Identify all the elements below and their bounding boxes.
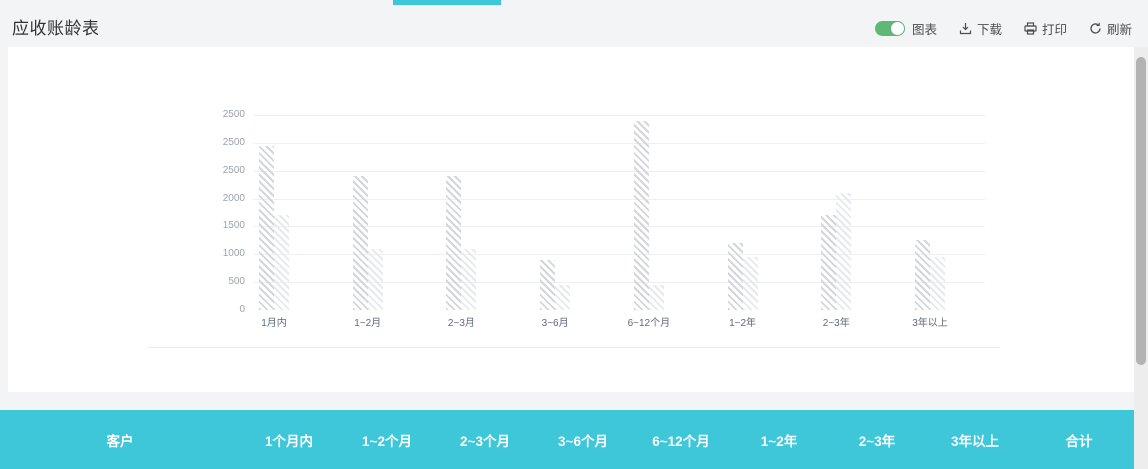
table-top-divider: [148, 347, 1000, 348]
bar-series-1-1~2年: [727, 243, 743, 310]
x-axis-category-label: 1~2月: [354, 318, 382, 329]
refresh-button[interactable]: 刷新: [1089, 19, 1132, 38]
x-axis-category-label: 2~3月: [447, 318, 475, 329]
bar-series-1-3年以上: [914, 240, 930, 310]
bar-series-2-3~6月: [555, 284, 571, 310]
bar-series-1-3~6月: [540, 259, 556, 310]
y-axis-tick-label: 2500: [222, 136, 245, 148]
vertical-scrollbar-thumb[interactable]: [1136, 57, 1146, 365]
column-header-3: 2~3个月: [460, 433, 510, 449]
grid-line: [253, 198, 985, 200]
x-axis-category-label: 1月内: [261, 318, 287, 329]
bar-series-1-2~3月: [446, 176, 462, 310]
toggle-label: 图表: [911, 23, 937, 37]
x-axis-category-label: 3年以上: [912, 318, 948, 329]
grid-line: [253, 142, 985, 144]
top-header-bar: 应收账龄表 图表 下载: [0, 0, 1148, 47]
x-axis-category-label: 6~12个月: [627, 318, 671, 329]
y-axis-tick-label: 2500: [222, 109, 245, 120]
vertical-scrollbar-track[interactable]: [1134, 47, 1148, 469]
bar-series-1-1月内: [259, 145, 274, 310]
column-header-1: 1个月内: [264, 433, 313, 449]
y-axis-tick-label: 2000: [222, 192, 245, 204]
x-axis-category-label: 2~3年: [822, 318, 850, 329]
chart-card: 2500 2500 2500 2000 1500 1000 500 0 1月内 1~2月 2~3月 3…: [8, 47, 1134, 392]
chart-plot: 2500 2500 2500 2000 1500 1000 500 0 1月内 1~2月 2~3月 3…: [223, 110, 985, 329]
refresh-icon: [1089, 22, 1102, 35]
column-header-4: 3~6个月: [558, 433, 608, 449]
y-axis-tick-label: 1500: [222, 220, 245, 232]
download-icon: [959, 22, 972, 35]
print-icon: [1024, 22, 1037, 35]
y-axis-tick-label: 0: [239, 304, 245, 315]
bar-series-2-6~12个月: [648, 284, 664, 310]
grid-line: [253, 282, 985, 284]
grid-line: [253, 170, 985, 172]
column-header-5: 6~12个月: [652, 433, 710, 449]
bar-series-2-2~3年: [836, 193, 852, 310]
download-label: 下载: [976, 23, 1002, 37]
grid-line: [253, 254, 985, 256]
refresh-label: 刷新: [1106, 23, 1132, 37]
grid-line: [253, 226, 985, 228]
column-header-7: 2~3年: [858, 433, 896, 449]
column-header-2: 1~2个月: [362, 433, 412, 449]
toggle-knob: [890, 22, 904, 35]
column-header-8: 3年以上: [950, 433, 999, 449]
active-tab-indicator: [393, 0, 501, 5]
column-header-9: 合计: [1065, 433, 1093, 449]
bar-series-1-6~12个月: [633, 120, 649, 310]
aging-table-header: 客户 1个月内 1~2个月 2~3个月 3~6个月 6~12个月 1~2年 2~3年 3年以上 合…: [0, 410, 1134, 469]
column-header-0: 客户: [106, 433, 134, 449]
bar-series-2-1~2年: [742, 257, 758, 310]
bar-series-1-2~3年: [821, 215, 837, 310]
chart-toggle[interactable]: 图表: [874, 19, 937, 38]
column-header-6: 1~2年: [760, 433, 798, 449]
y-axis-tick-label: 1000: [222, 248, 245, 260]
print-label: 打印: [1041, 23, 1067, 37]
bar-series-1-1~2月: [352, 176, 368, 310]
grid-line: [253, 115, 985, 116]
bar-series-2-1月内: [274, 215, 289, 310]
y-axis-tick-label: 2500: [222, 164, 245, 176]
bar-series-2-2~3月: [461, 248, 477, 310]
toolbar: 图表 下载 打印: [874, 19, 1132, 38]
download-button[interactable]: 下载: [959, 19, 1002, 38]
print-button[interactable]: 打印: [1024, 19, 1067, 38]
bar-series-2-3年以上: [929, 257, 945, 310]
x-axis-category-label: 1~2年: [729, 318, 757, 329]
bar-series-2-1~2月: [367, 248, 383, 310]
toggle-switch[interactable]: [874, 21, 905, 36]
y-axis-tick-label: 500: [228, 276, 245, 288]
x-axis-category-label: 3~6月: [541, 318, 569, 329]
page-title: 应收账龄表: [12, 19, 100, 38]
